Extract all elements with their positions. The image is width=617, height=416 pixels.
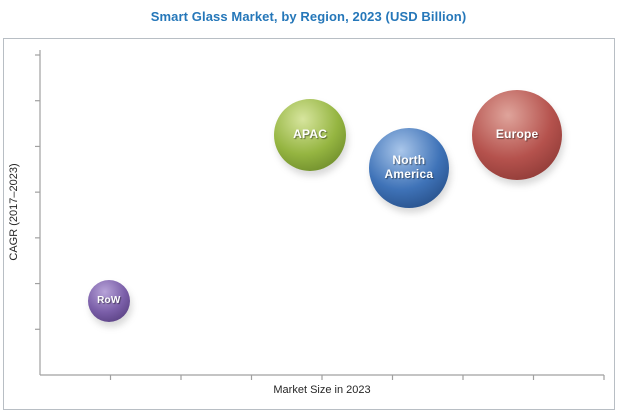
bubble-north-america: North America <box>368 127 449 208</box>
bubble-label: APAC <box>293 127 328 142</box>
x-axis-label: Market Size in 2023 <box>273 384 371 396</box>
bubble-label: North America <box>384 153 434 181</box>
bubble-europe: Europe <box>472 90 563 181</box>
chart-title: Smart Glass Market, by Region, 2023 (USD… <box>150 9 467 24</box>
bubble-label: Europe <box>495 127 539 142</box>
bubble-row: RoW <box>87 279 130 322</box>
bubble-label: RoW <box>97 295 121 307</box>
y-axis-label: CAGR (2017–2023) <box>8 163 20 261</box>
bubble-apac: APAC <box>274 99 347 172</box>
